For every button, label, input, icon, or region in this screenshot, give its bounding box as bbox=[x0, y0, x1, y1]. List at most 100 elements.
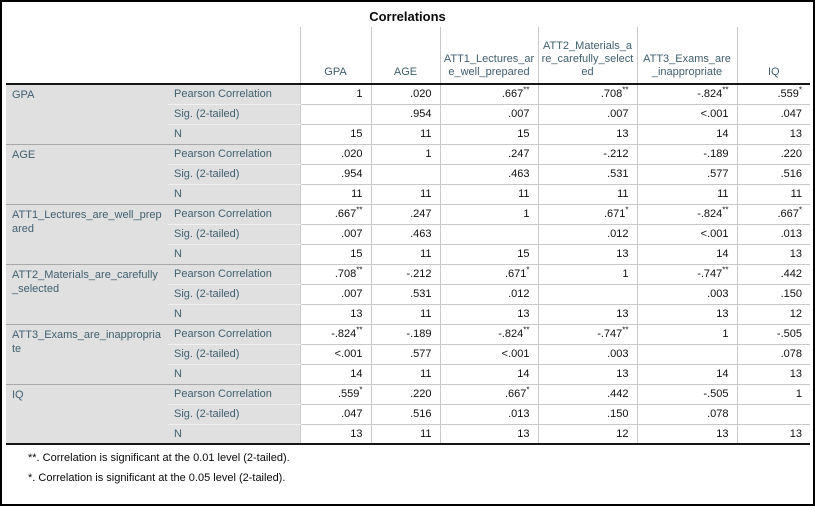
significance-marker: ** bbox=[722, 205, 729, 215]
significance-marker: ** bbox=[523, 85, 530, 95]
value-cell: .003 bbox=[537, 344, 637, 365]
value-cell: .150 bbox=[537, 404, 637, 425]
value-cell: .954 bbox=[370, 104, 440, 125]
value-cell: 13 bbox=[736, 424, 810, 445]
row-label-cell: ATT1_Lectures_are_well_prepared bbox=[6, 204, 168, 265]
significance-marker: * bbox=[798, 205, 802, 215]
value-cell: .667* bbox=[736, 204, 810, 225]
footnote-005-level: *. Correlation is significant at the 0.0… bbox=[28, 472, 286, 484]
value-cell: 11 bbox=[736, 184, 810, 205]
value-cell: -.212 bbox=[537, 144, 637, 165]
correlations-table[interactable]: GPA AGE ATT1_Lectures_are_well_prepared ATT… bbox=[6, 27, 810, 445]
value-cell: 11 bbox=[370, 184, 440, 205]
value-cell: 13 bbox=[736, 364, 810, 385]
value-cell: 11 bbox=[370, 304, 440, 325]
header-stub-cell bbox=[168, 27, 300, 85]
stat-label-cell: Pearson Correlation bbox=[168, 84, 300, 105]
value-cell: 13 bbox=[537, 364, 637, 385]
row-label-cell: ATT3_Exams_are_inappropriate bbox=[6, 324, 168, 385]
value-cell: .463 bbox=[370, 224, 440, 245]
value-cell: 1 bbox=[636, 324, 737, 345]
value-cell: 12 bbox=[537, 424, 637, 445]
column-header-cell: GPA bbox=[299, 27, 371, 85]
value-cell: <.001 bbox=[636, 104, 737, 125]
value-cell: 1 bbox=[439, 204, 538, 225]
value-cell: 11 bbox=[299, 184, 371, 205]
value-cell: 13 bbox=[537, 304, 637, 325]
stat-label-cell: Sig. (2-tailed) bbox=[168, 224, 300, 245]
stat-label-cell: Pearson Correlation bbox=[168, 264, 300, 285]
value-cell: .559* bbox=[736, 84, 810, 105]
value-cell: 1 bbox=[736, 384, 810, 405]
significance-marker: * bbox=[798, 85, 802, 95]
value-cell bbox=[370, 164, 440, 185]
stat-label-cell: N bbox=[168, 184, 300, 205]
value-cell: -.824** bbox=[636, 204, 737, 225]
value-cell: .708** bbox=[537, 84, 637, 105]
value-cell: 11 bbox=[439, 184, 538, 205]
value-cell: .667** bbox=[299, 204, 371, 225]
footnote-001-level: **. Correlation is significant at the 0.… bbox=[28, 452, 290, 464]
value-cell bbox=[736, 404, 810, 425]
significance-marker: ** bbox=[622, 85, 629, 95]
value-cell: .577 bbox=[370, 344, 440, 365]
column-header-cell: ATT2_Materials_are_carefully_selected bbox=[537, 27, 637, 85]
value-cell: .012 bbox=[537, 224, 637, 245]
value-cell: .020 bbox=[370, 84, 440, 105]
value-cell: 13 bbox=[537, 244, 637, 265]
value-cell: .007 bbox=[439, 104, 538, 125]
value-cell: .442 bbox=[537, 384, 637, 405]
significance-marker: ** bbox=[722, 85, 729, 95]
value-cell: -.747** bbox=[537, 324, 637, 345]
value-cell: .531 bbox=[537, 164, 637, 185]
significance-marker: ** bbox=[356, 325, 363, 335]
stat-label-cell: N bbox=[168, 244, 300, 265]
column-header-cell: AGE bbox=[370, 27, 440, 85]
value-cell bbox=[636, 344, 737, 365]
significance-marker: ** bbox=[622, 325, 629, 335]
value-cell: .667** bbox=[439, 84, 538, 105]
stat-label-cell: Pearson Correlation bbox=[168, 324, 300, 345]
significance-marker: * bbox=[359, 385, 363, 395]
value-cell: .442 bbox=[736, 264, 810, 285]
value-cell: 13 bbox=[439, 424, 538, 445]
value-cell: 13 bbox=[736, 124, 810, 145]
value-cell: .220 bbox=[370, 384, 440, 405]
row-label-cell: ATT2_Materials_are_carefully_selected bbox=[6, 264, 168, 325]
value-cell: -.824** bbox=[636, 84, 737, 105]
value-cell: 14 bbox=[636, 364, 737, 385]
significance-marker: ** bbox=[722, 265, 729, 275]
value-cell: 11 bbox=[370, 424, 440, 445]
value-cell: .247 bbox=[370, 204, 440, 225]
stat-label-cell: Sig. (2-tailed) bbox=[168, 164, 300, 185]
value-cell: .013 bbox=[736, 224, 810, 245]
column-header-cell: ATT1_Lectures_are_well_prepared bbox=[439, 27, 538, 85]
value-cell: -.189 bbox=[636, 144, 737, 165]
stat-label-cell: Sig. (2-tailed) bbox=[168, 404, 300, 425]
value-cell: 11 bbox=[370, 124, 440, 145]
value-cell: .012 bbox=[439, 284, 538, 305]
value-cell: 1 bbox=[370, 144, 440, 165]
value-cell: -.824** bbox=[299, 324, 371, 345]
value-cell: .954 bbox=[299, 164, 371, 185]
value-cell: 13 bbox=[299, 304, 371, 325]
value-cell: .020 bbox=[299, 144, 371, 165]
value-cell: 12 bbox=[736, 304, 810, 325]
value-cell: .516 bbox=[736, 164, 810, 185]
value-cell: .671* bbox=[439, 264, 538, 285]
stat-label-cell: Sig. (2-tailed) bbox=[168, 104, 300, 125]
value-cell: .531 bbox=[370, 284, 440, 305]
value-cell: -.824** bbox=[439, 324, 538, 345]
value-cell: 14 bbox=[636, 244, 737, 265]
value-cell: .708** bbox=[299, 264, 371, 285]
value-cell: 13 bbox=[299, 424, 371, 445]
significance-marker: * bbox=[526, 385, 530, 395]
value-cell: 14 bbox=[439, 364, 538, 385]
value-cell: 13 bbox=[736, 244, 810, 265]
value-cell: <.001 bbox=[636, 224, 737, 245]
value-cell: .577 bbox=[636, 164, 737, 185]
value-cell: -.505 bbox=[736, 324, 810, 345]
column-header-cell: ATT3_Exams_are_inappropriate bbox=[636, 27, 737, 85]
stat-label-cell: N bbox=[168, 424, 300, 445]
row-label-cell: GPA bbox=[6, 84, 168, 145]
